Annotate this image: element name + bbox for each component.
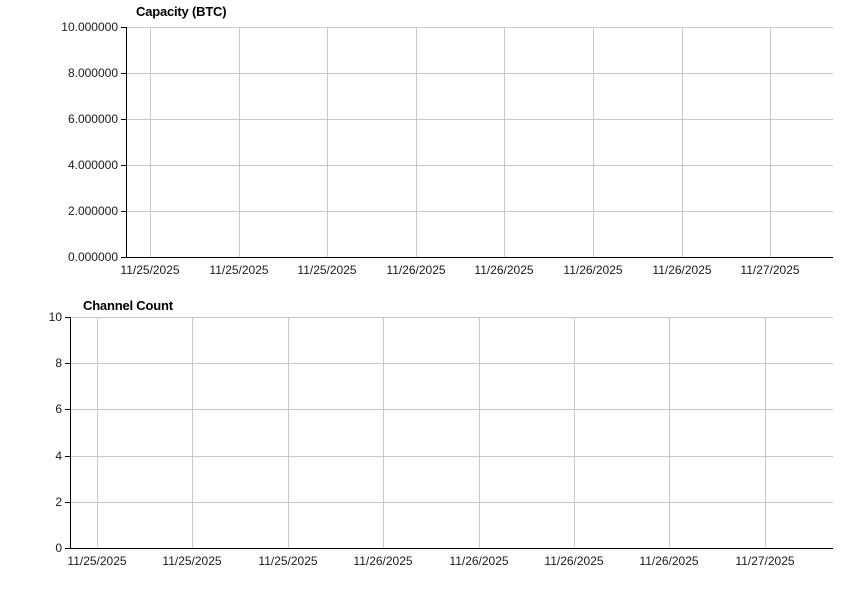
x-axis-tick-label: 11/26/2025 [449,554,509,568]
gridline-vertical [770,27,771,257]
gridline-vertical [192,317,193,548]
gridline-horizontal [126,27,833,28]
y-axis-tick [121,27,126,28]
y-axis-tick [121,119,126,120]
y-axis-tick-label: 6 [55,402,62,416]
y-axis-tick-label: 0.000000 [67,250,118,264]
gridline-vertical [150,27,151,257]
capacity-y-axis [126,27,127,258]
gridline-vertical [327,27,328,257]
y-axis-tick [121,211,126,212]
y-axis-tick [121,257,126,258]
x-axis-tick-label: 11/25/2025 [297,263,357,277]
x-axis-tick-label: 11/26/2025 [386,263,446,277]
gridline-horizontal [70,502,833,503]
capacity-chart-panel: Capacity (BTC) 10.000000 8.000000 6.000000… [0,0,860,295]
x-axis-tick-label: 11/26/2025 [353,554,413,568]
channel-count-y-axis [70,317,71,549]
y-axis-tick [65,456,70,457]
gridline-vertical [669,317,670,548]
x-axis-tick-label: 11/26/2025 [474,263,534,277]
gridline-vertical [383,317,384,548]
gridline-vertical [765,317,766,548]
channel-count-chart-panel: Channel Count 10 8 6 4 2 0 11/25/2025 11/25/20… [0,295,860,600]
y-axis-tick [121,73,126,74]
gridline-horizontal [126,165,833,166]
y-axis-tick-label: 8.000000 [67,66,118,80]
gridline-vertical [682,27,683,257]
y-axis-tick [65,502,70,503]
gridline-vertical [504,27,505,257]
y-axis-tick-label: 2 [55,495,62,509]
channel-count-chart-title: Channel Count [83,298,173,313]
capacity-plot-area [126,27,833,257]
x-axis-tick-label: 11/26/2025 [544,554,604,568]
gridline-vertical [416,27,417,257]
x-axis-tick-label: 11/25/2025 [120,263,180,277]
gridline-horizontal [126,211,833,212]
gridline-horizontal [70,317,833,318]
x-axis-tick-label: 11/25/2025 [162,554,222,568]
gridline-vertical [239,27,240,257]
x-axis-tick-label: 11/27/2025 [740,263,800,277]
x-axis-tick-label: 11/25/2025 [209,263,269,277]
gridline-vertical [593,27,594,257]
y-axis-tick [65,409,70,410]
y-axis-tick-label: 6.000000 [67,112,118,126]
y-axis-tick-label: 4 [55,449,62,463]
x-axis-tick-label: 11/25/2025 [258,554,318,568]
x-axis-tick-label: 11/27/2025 [735,554,795,568]
gridline-horizontal [126,73,833,74]
y-axis-tick-label: 4.000000 [67,158,118,172]
gridline-vertical [288,317,289,548]
gridline-horizontal [70,363,833,364]
y-axis-tick [65,317,70,318]
channel-count-x-axis [70,548,833,549]
y-axis-tick-label: 10.000000 [61,20,118,34]
gridline-vertical [97,317,98,548]
x-axis-tick-label: 11/26/2025 [652,263,712,277]
capacity-x-axis [126,257,833,258]
gridline-horizontal [126,119,833,120]
y-axis-tick-label: 2.000000 [67,204,118,218]
gridline-vertical [574,317,575,548]
y-axis-tick-label: 0 [55,541,62,555]
y-axis-tick [65,548,70,549]
x-axis-tick-label: 11/26/2025 [639,554,699,568]
channel-count-plot-area [70,317,833,548]
x-axis-tick-label: 11/26/2025 [563,263,623,277]
y-axis-tick [121,165,126,166]
y-axis-tick-label: 10 [48,310,62,324]
y-axis-tick-label: 8 [55,356,62,370]
x-axis-tick-label: 11/25/2025 [67,554,127,568]
gridline-horizontal [70,456,833,457]
gridline-vertical [479,317,480,548]
capacity-chart-title: Capacity (BTC) [136,4,227,19]
gridline-horizontal [70,409,833,410]
y-axis-tick [65,363,70,364]
